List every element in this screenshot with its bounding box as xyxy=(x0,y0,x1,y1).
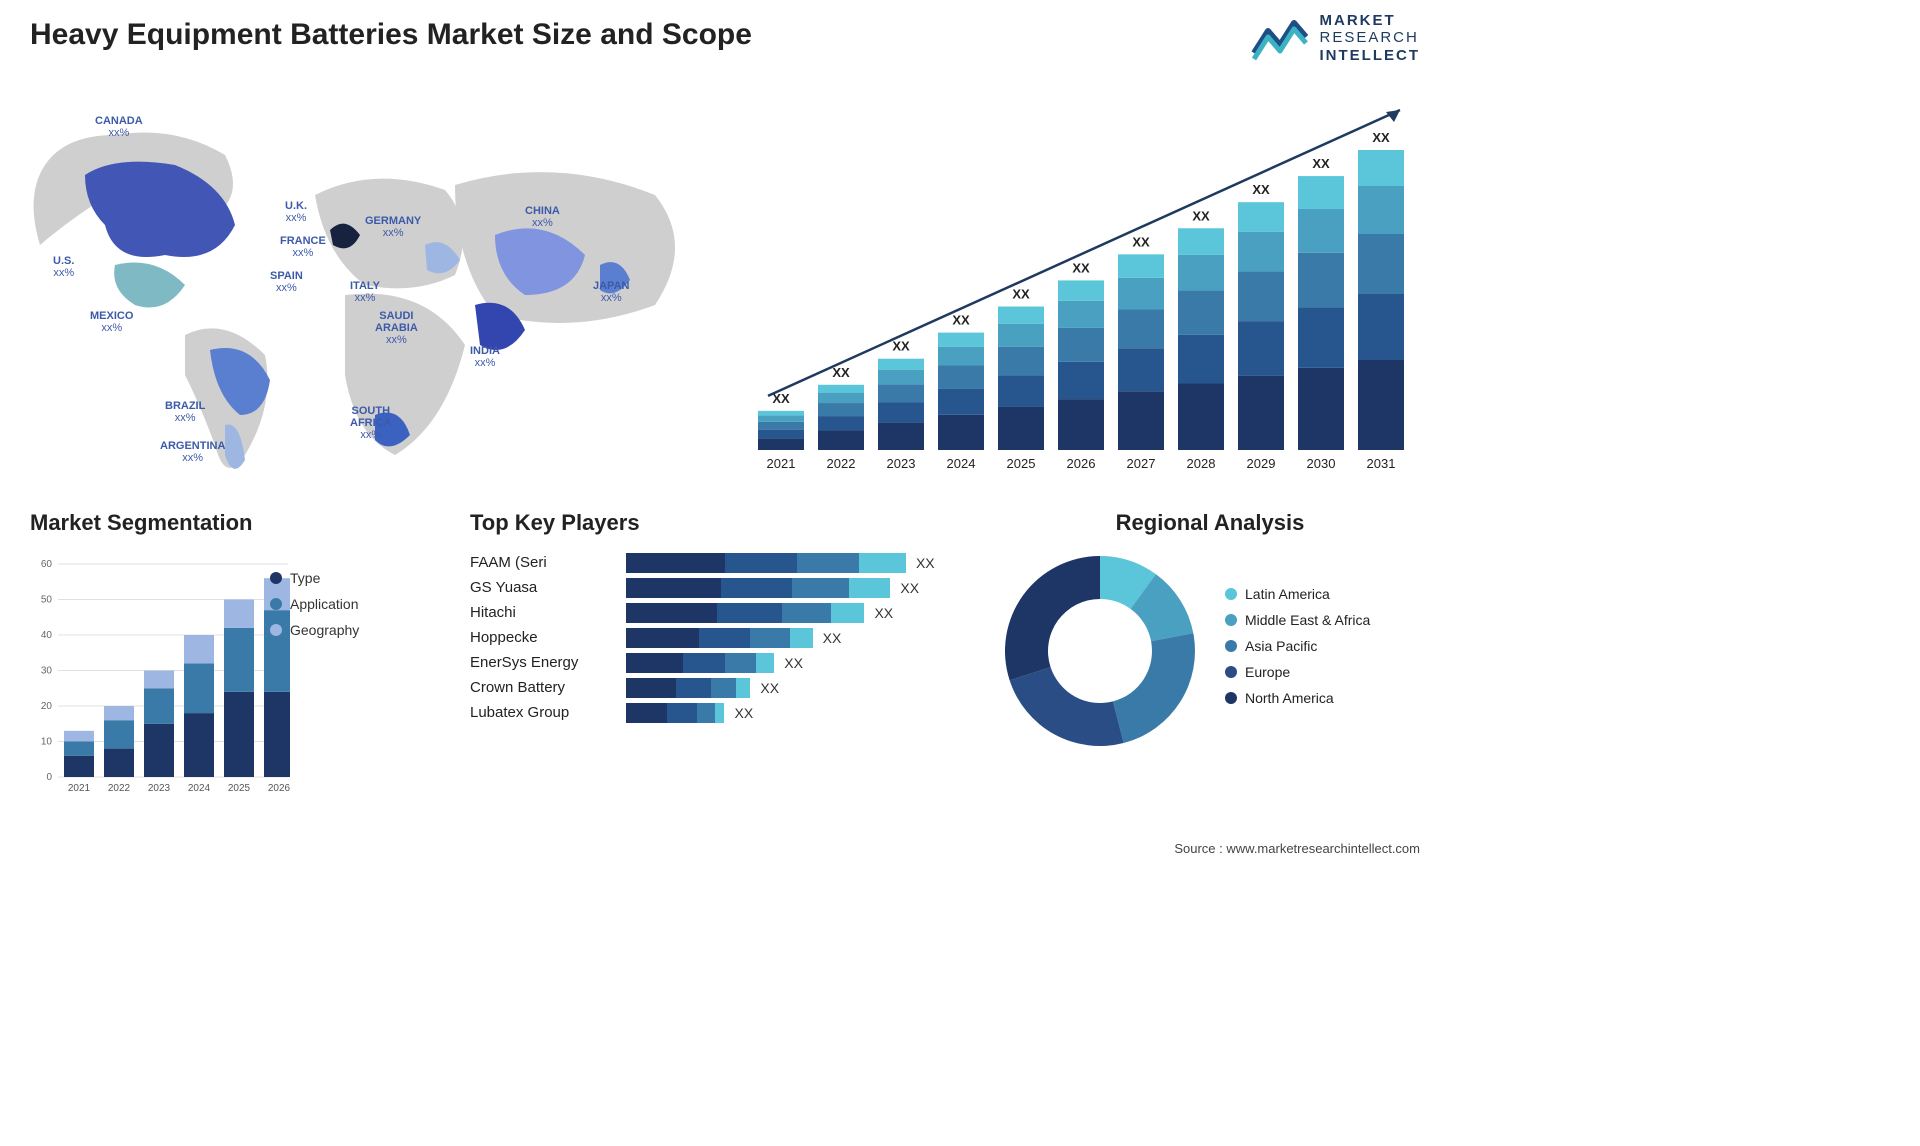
map-label: SPAINxx% xyxy=(270,270,303,294)
player-value: XX xyxy=(784,655,803,671)
players-section: Top Key Players FAAM (Seri XX GS Yuasa XX Hi… xyxy=(470,510,980,725)
logo-mark-icon xyxy=(1250,13,1310,63)
legend-item: North America xyxy=(1225,690,1370,706)
brand-logo: MARKET RESEARCH INTELLECT xyxy=(1250,12,1421,64)
svg-text:XX: XX xyxy=(1192,208,1210,223)
legend-item: Asia Pacific xyxy=(1225,638,1370,654)
growth-chart: XX 2021 XX 2022 XX 2023 XX 2024 XX 2025 XX 2026 XX 20… xyxy=(750,100,1420,480)
map-label: JAPANxx% xyxy=(593,280,629,304)
svg-text:2024: 2024 xyxy=(947,456,976,471)
source-attribution: Source : www.marketresearchintellect.com xyxy=(1174,841,1420,856)
player-bar-row: XX xyxy=(626,551,980,575)
players-body: FAAM (Seri XX GS Yuasa XX Hitachi XX Hoppecke X… xyxy=(470,550,980,725)
svg-text:0: 0 xyxy=(46,772,52,783)
svg-text:2029: 2029 xyxy=(1247,456,1276,471)
svg-text:2025: 2025 xyxy=(1007,456,1036,471)
donut-chart-svg xyxy=(1000,551,1200,751)
svg-text:XX: XX xyxy=(832,365,850,380)
legend-item: Type xyxy=(270,570,359,586)
segmentation-title: Market Segmentation xyxy=(30,510,460,536)
svg-text:2021: 2021 xyxy=(68,783,91,794)
map-label: SAUDIARABIAxx% xyxy=(375,310,418,346)
map-label: SOUTHAFRICAxx% xyxy=(350,405,392,441)
svg-text:XX: XX xyxy=(1072,260,1090,275)
segmentation-section: Market Segmentation 0 10 20 30 40 50 60 2021 202… xyxy=(30,510,460,799)
player-name: Crown Battery xyxy=(470,675,620,700)
map-label: MEXICOxx% xyxy=(90,310,133,334)
player-bar-row: XX xyxy=(626,676,980,700)
map-label: GERMANYxx% xyxy=(365,215,421,239)
player-value: XX xyxy=(760,680,779,696)
page-title: Heavy Equipment Batteries Market Size an… xyxy=(30,18,752,52)
player-name: Hitachi xyxy=(470,600,620,625)
svg-text:XX: XX xyxy=(1252,182,1270,197)
growth-chart-svg: XX 2021 XX 2022 XX 2023 XX 2024 XX 2025 XX 2026 XX 20… xyxy=(750,100,1420,480)
player-name: GS Yuasa xyxy=(470,575,620,600)
player-value: XX xyxy=(734,705,753,721)
legend-item: Europe xyxy=(1225,664,1370,680)
svg-text:2021: 2021 xyxy=(767,456,796,471)
svg-text:XX: XX xyxy=(892,339,910,354)
player-name: FAAM (Seri xyxy=(470,550,620,575)
map-label: CANADAxx% xyxy=(95,115,143,139)
player-value: XX xyxy=(874,605,893,621)
player-name: EnerSys Energy xyxy=(470,650,620,675)
svg-text:XX: XX xyxy=(1132,234,1150,249)
svg-text:2023: 2023 xyxy=(148,783,171,794)
svg-text:2025: 2025 xyxy=(228,783,251,794)
svg-text:2027: 2027 xyxy=(1127,456,1156,471)
legend-item: Geography xyxy=(270,622,359,638)
map-label: INDIAxx% xyxy=(470,345,500,369)
logo-text: MARKET RESEARCH INTELLECT xyxy=(1320,12,1421,64)
svg-text:2023: 2023 xyxy=(887,456,916,471)
player-value: XX xyxy=(823,630,842,646)
player-bar-row: XX xyxy=(626,701,980,725)
svg-text:2028: 2028 xyxy=(1187,456,1216,471)
svg-text:30: 30 xyxy=(41,666,53,677)
svg-text:2022: 2022 xyxy=(827,456,856,471)
player-bar-row: XX xyxy=(626,576,980,600)
segmentation-legend: Type Application Geography xyxy=(270,570,359,648)
map-label: FRANCExx% xyxy=(280,235,326,259)
svg-text:60: 60 xyxy=(41,559,53,570)
regional-body: Latin America Middle East & Africa Asia Pa… xyxy=(1000,551,1420,751)
map-label: ITALYxx% xyxy=(350,280,380,304)
svg-text:50: 50 xyxy=(41,595,53,606)
svg-text:XX: XX xyxy=(1372,130,1390,145)
player-bar-row: XX xyxy=(626,601,980,625)
world-map: CANADAxx% U.S.xx% MEXICOxx% BRAZILxx% ARGENT… xyxy=(15,95,705,495)
player-value: XX xyxy=(916,555,935,571)
legend-item: Middle East & Africa xyxy=(1225,612,1370,628)
svg-text:2024: 2024 xyxy=(188,783,211,794)
svg-text:10: 10 xyxy=(41,737,53,748)
svg-text:2030: 2030 xyxy=(1307,456,1336,471)
svg-text:XX: XX xyxy=(1012,287,1030,302)
player-bar-row: XX xyxy=(626,651,980,675)
svg-text:XX: XX xyxy=(952,313,970,328)
svg-text:20: 20 xyxy=(41,701,53,712)
legend-item: Latin America xyxy=(1225,586,1370,602)
map-label: U.K.xx% xyxy=(285,200,307,224)
player-name: Hoppecke xyxy=(470,625,620,650)
svg-text:40: 40 xyxy=(41,630,53,641)
regional-section: Regional Analysis Latin America Middle Ea… xyxy=(1000,510,1420,751)
svg-text:2031: 2031 xyxy=(1367,456,1396,471)
svg-text:2026: 2026 xyxy=(1067,456,1096,471)
regional-title: Regional Analysis xyxy=(1000,510,1420,536)
map-label: U.S.xx% xyxy=(53,255,74,279)
map-label: CHINAxx% xyxy=(525,205,560,229)
legend-item: Application xyxy=(270,596,359,612)
players-title: Top Key Players xyxy=(470,510,980,536)
map-label: BRAZILxx% xyxy=(165,400,205,424)
player-name: Lubatex Group xyxy=(470,700,620,725)
segmentation-chart-svg: 0 10 20 30 40 50 60 2021 2022 2023 2024 2025 2026 xyxy=(30,554,290,799)
player-value: XX xyxy=(900,580,919,596)
map-label: ARGENTINAxx% xyxy=(160,440,225,464)
svg-text:2026: 2026 xyxy=(268,783,290,794)
player-bar-row: XX xyxy=(626,626,980,650)
segmentation-chart: 0 10 20 30 40 50 60 2021 2022 2023 2024 2025 2026 xyxy=(30,554,290,799)
svg-text:2022: 2022 xyxy=(108,783,131,794)
svg-text:XX: XX xyxy=(1312,156,1330,171)
regional-legend: Latin America Middle East & Africa Asia Pa… xyxy=(1225,586,1370,716)
